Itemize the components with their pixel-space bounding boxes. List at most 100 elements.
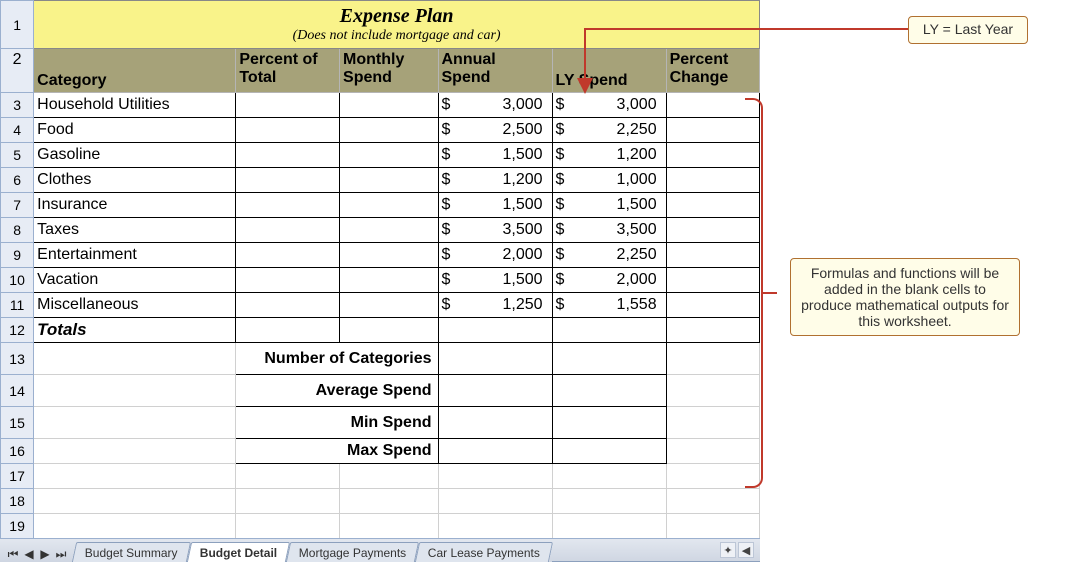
cell-annual-spend[interactable]: $3,500 bbox=[438, 218, 552, 243]
cell-empty[interactable] bbox=[666, 514, 759, 539]
cell-monthly-spend[interactable] bbox=[340, 118, 438, 143]
tab-nav-prev-icon[interactable]: ◀ bbox=[22, 546, 36, 562]
tab-nav-next-icon[interactable]: ▶ bbox=[38, 546, 52, 562]
row-header-10[interactable]: 10 bbox=[1, 268, 34, 293]
cell-monthly-spend[interactable] bbox=[340, 168, 438, 193]
row-header-6[interactable]: 6 bbox=[1, 168, 34, 193]
cell-blank-15a[interactable] bbox=[34, 407, 236, 439]
row-header-18[interactable]: 18 bbox=[1, 489, 34, 514]
row-header-9[interactable]: 9 bbox=[1, 243, 34, 268]
row-header-13[interactable]: 13 bbox=[1, 343, 34, 375]
cell-category[interactable]: Gasoline bbox=[34, 143, 236, 168]
cell-monthly-spend[interactable] bbox=[340, 143, 438, 168]
cell-max-ly[interactable] bbox=[552, 439, 666, 464]
row-header-5[interactable]: 5 bbox=[1, 143, 34, 168]
cell-ly-spend[interactable]: $3,500 bbox=[552, 218, 666, 243]
cell-empty[interactable] bbox=[34, 464, 236, 489]
row-header-2[interactable]: 2 bbox=[1, 49, 34, 93]
cell-annual-spend[interactable]: $1,500 bbox=[438, 143, 552, 168]
cell-min-ly[interactable] bbox=[552, 407, 666, 439]
cell-category[interactable]: Taxes bbox=[34, 218, 236, 243]
cell-monthly-spend[interactable] bbox=[340, 268, 438, 293]
cell-avg-annual[interactable] bbox=[438, 375, 552, 407]
cell-category[interactable]: Food bbox=[34, 118, 236, 143]
cell-empty[interactable] bbox=[666, 489, 759, 514]
cell-empty[interactable] bbox=[438, 514, 552, 539]
sheet-tab[interactable]: Mortgage Payments bbox=[286, 542, 420, 562]
stats-min-spend[interactable]: Min Spend bbox=[236, 407, 438, 439]
insert-sheet-icon[interactable]: ✦ bbox=[720, 542, 736, 558]
cell-monthly-spend[interactable] bbox=[340, 293, 438, 318]
stats-max-spend[interactable]: Max Spend bbox=[236, 439, 438, 464]
row-header-11[interactable]: 11 bbox=[1, 293, 34, 318]
cell-monthly-spend[interactable] bbox=[340, 93, 438, 118]
tab-scroll-left-icon[interactable]: ◀ bbox=[738, 542, 754, 558]
cell-annual-spend[interactable]: $1,250 bbox=[438, 293, 552, 318]
cell-blank-16a[interactable] bbox=[34, 439, 236, 464]
cell-category[interactable]: Entertainment bbox=[34, 243, 236, 268]
row-header-8[interactable]: 8 bbox=[1, 218, 34, 243]
cell-percent-total[interactable] bbox=[236, 268, 340, 293]
header-category[interactable]: Category bbox=[34, 49, 236, 93]
cell-numcat-annual[interactable] bbox=[438, 343, 552, 375]
cell-ly-spend[interactable]: $1,500 bbox=[552, 193, 666, 218]
row-header-3[interactable]: 3 bbox=[1, 93, 34, 118]
cell-ly-spend[interactable]: $2,000 bbox=[552, 268, 666, 293]
cell-ly-spend[interactable]: $1,200 bbox=[552, 143, 666, 168]
cell-monthly-spend[interactable] bbox=[340, 218, 438, 243]
cell-ly-spend[interactable]: $1,558 bbox=[552, 293, 666, 318]
cell-totals-ly[interactable] bbox=[552, 318, 666, 343]
cell-empty[interactable] bbox=[438, 489, 552, 514]
cell-empty[interactable] bbox=[552, 464, 666, 489]
cell-totals-monthly[interactable] bbox=[340, 318, 438, 343]
cell-annual-spend[interactable]: $3,000 bbox=[438, 93, 552, 118]
cell-annual-spend[interactable]: $1,200 bbox=[438, 168, 552, 193]
cell-percent-total[interactable] bbox=[236, 168, 340, 193]
cell-percent-total[interactable] bbox=[236, 218, 340, 243]
cell-empty[interactable] bbox=[236, 489, 340, 514]
cell-percent-total[interactable] bbox=[236, 118, 340, 143]
row-header-14[interactable]: 14 bbox=[1, 375, 34, 407]
cell-avg-ly[interactable] bbox=[552, 375, 666, 407]
stats-avg-spend[interactable]: Average Spend bbox=[236, 375, 438, 407]
cell-empty[interactable] bbox=[552, 489, 666, 514]
cell-percent-total[interactable] bbox=[236, 293, 340, 318]
row-header-16[interactable]: 16 bbox=[1, 439, 34, 464]
stats-num-categories[interactable]: Number of Categories bbox=[236, 343, 438, 375]
sheet-tab[interactable]: Budget Summary bbox=[72, 542, 191, 562]
cell-monthly-spend[interactable] bbox=[340, 193, 438, 218]
cell-category[interactable]: Vacation bbox=[34, 268, 236, 293]
row-header-1[interactable]: 1 bbox=[1, 1, 34, 49]
row-header-17[interactable]: 17 bbox=[1, 464, 34, 489]
header-percent-total[interactable]: Percent ofTotal bbox=[236, 49, 340, 93]
cell-max-annual[interactable] bbox=[438, 439, 552, 464]
cell-min-annual[interactable] bbox=[438, 407, 552, 439]
cell-blank-14a[interactable] bbox=[34, 375, 236, 407]
cell-totals-annual[interactable] bbox=[438, 318, 552, 343]
cell-category[interactable]: Insurance bbox=[34, 193, 236, 218]
cell-annual-spend[interactable]: $2,500 bbox=[438, 118, 552, 143]
cell-blank-13a[interactable] bbox=[34, 343, 236, 375]
cell-empty[interactable] bbox=[34, 514, 236, 539]
cell-totals-pct[interactable] bbox=[236, 318, 340, 343]
cell-percent-total[interactable] bbox=[236, 243, 340, 268]
cell-empty[interactable] bbox=[340, 514, 438, 539]
cell-empty[interactable] bbox=[236, 514, 340, 539]
cell-empty[interactable] bbox=[34, 489, 236, 514]
cell-percent-total[interactable] bbox=[236, 93, 340, 118]
row-header-15[interactable]: 15 bbox=[1, 407, 34, 439]
cell-empty[interactable] bbox=[236, 464, 340, 489]
cell-percent-total[interactable] bbox=[236, 193, 340, 218]
header-monthly-spend[interactable]: MonthlySpend bbox=[340, 49, 438, 93]
row-header-19[interactable]: 19 bbox=[1, 514, 34, 539]
row-header-7[interactable]: 7 bbox=[1, 193, 34, 218]
row-header-4[interactable]: 4 bbox=[1, 118, 34, 143]
cell-empty[interactable] bbox=[438, 464, 552, 489]
sheet-tab[interactable]: Car Lease Payments bbox=[415, 542, 553, 562]
totals-label[interactable]: Totals bbox=[34, 318, 236, 343]
cell-annual-spend[interactable]: $2,000 bbox=[438, 243, 552, 268]
cell-category[interactable]: Clothes bbox=[34, 168, 236, 193]
cell-monthly-spend[interactable] bbox=[340, 243, 438, 268]
cell-category[interactable]: Household Utilities bbox=[34, 93, 236, 118]
cell-empty[interactable] bbox=[340, 464, 438, 489]
